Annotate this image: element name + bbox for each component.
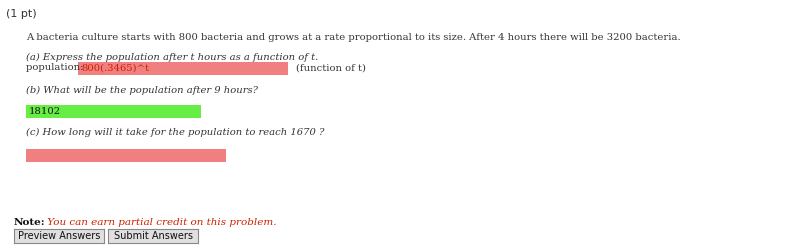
Text: (function of t): (function of t) bbox=[296, 64, 366, 73]
Text: 18102: 18102 bbox=[29, 107, 61, 116]
Text: (b) What will be the population after 9 hours?: (b) What will be the population after 9 … bbox=[26, 85, 258, 94]
Text: population:: population: bbox=[26, 62, 87, 72]
Text: 800(.3465)^t: 800(.3465)^t bbox=[81, 64, 149, 73]
Bar bbox=[26, 149, 226, 162]
Text: Preview Answers: Preview Answers bbox=[18, 231, 101, 241]
Text: You can earn partial credit on this problem.: You can earn partial credit on this prob… bbox=[45, 218, 277, 227]
Text: Submit Answers: Submit Answers bbox=[113, 231, 192, 241]
Text: (c) How long will it take for the population to reach 1670 ?: (c) How long will it take for the popula… bbox=[26, 128, 324, 137]
Text: (1 pt): (1 pt) bbox=[6, 9, 37, 19]
Text: (a) Express the population after t hours as a function of t.: (a) Express the population after t hours… bbox=[26, 53, 318, 62]
Bar bbox=[26, 105, 201, 118]
Text: Note:: Note: bbox=[14, 218, 45, 227]
Bar bbox=[78, 62, 288, 75]
Text: A bacteria culture starts with 800 bacteria and grows at a rate proportional to : A bacteria culture starts with 800 bacte… bbox=[26, 33, 681, 42]
